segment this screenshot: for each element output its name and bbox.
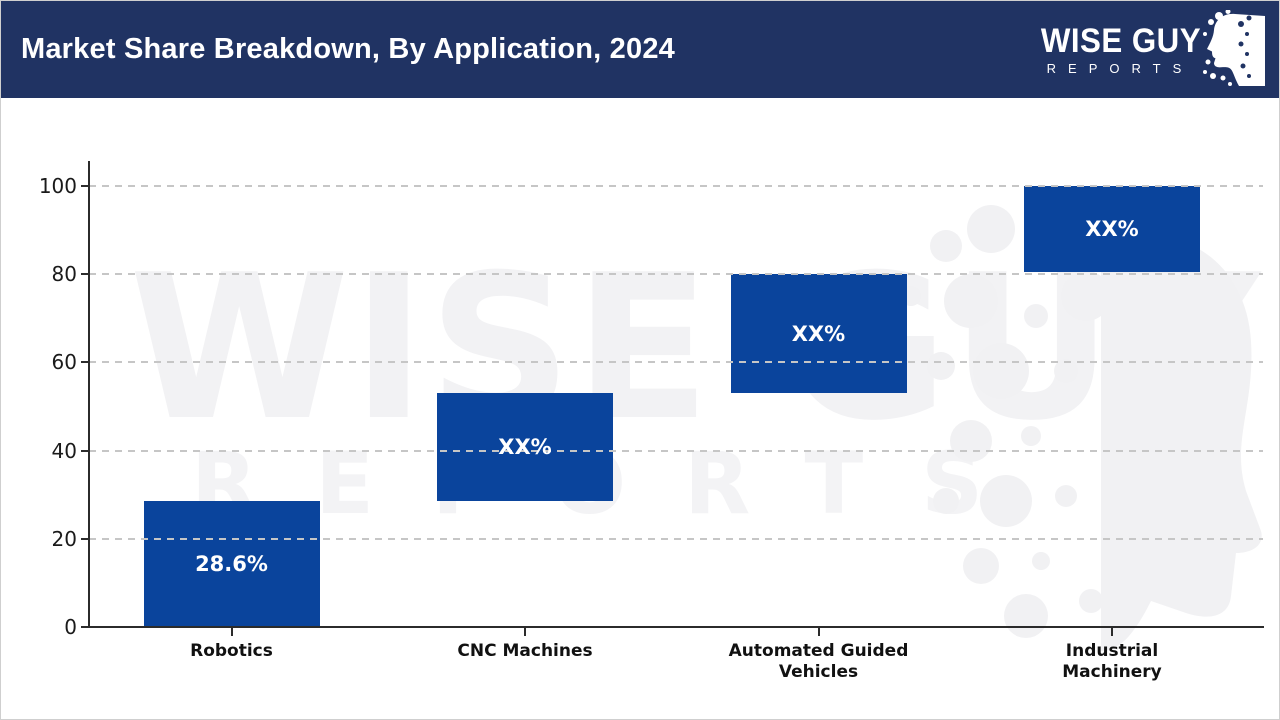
x-label-industrial-machinery: Industrial Machinery [1062,641,1162,682]
x-tick-mark-cnc-machines [524,628,526,636]
grid-line-40 [89,449,1263,452]
bar-industrial-machinery [1024,186,1200,272]
y-tick-label-100: 100 [38,174,77,198]
header: Market Share Breakdown, By Application, … [1,1,1279,98]
page-title: Market Share Breakdown, By Application, … [21,33,675,65]
y-axis-line [88,161,90,628]
x-label-robotics: Robotics [190,641,273,661]
x-tick-mark-automated-guided-vehicles [817,628,820,636]
logo-subtitle: REPORTS [1046,60,1194,76]
y-tick-mark-100 [81,185,89,187]
logo-text: WISE GUY REPORTS [1027,24,1201,76]
x-label-cnc-machines: CNC Machines [457,641,593,661]
grid-line-60 [89,361,1263,364]
bar-cnc-machines [437,393,613,501]
y-tick-mark-0 [81,626,89,628]
head-silhouette-icon [1203,9,1265,86]
y-tick-label-60: 60 [51,350,77,375]
bar-automated-guided-vehicles [730,274,907,394]
y-tick-mark-20 [81,537,89,540]
logo-wordmark: WISE GUY [1040,21,1201,60]
grid-line-20 [89,537,1263,540]
y-tick-mark-40 [81,449,89,452]
bar-value-label-industrial-machinery: XX% [1085,216,1139,241]
y-tick-label-80: 80 [51,262,77,287]
y-tick-label-40: 40 [51,438,77,463]
wise-guy-logo: WISE GUY REPORTS [1027,9,1265,90]
bar-value-label-cnc-machines: XX% [498,435,552,460]
x-axis-line [88,626,1264,628]
grid-line-80 [89,273,1263,276]
bar-value-label-automated-guided-vehicles: XX% [791,321,846,346]
grid-line-100 [89,185,1263,187]
x-tick-mark-robotics [230,628,233,636]
y-tick-mark-80 [81,273,89,276]
y-tick-label-20: 20 [51,526,77,551]
bar-robotics [143,500,320,627]
x-tick-mark-industrial-machinery [1111,628,1113,636]
y-tick-label-0: 0 [64,615,77,639]
y-tick-mark-60 [81,361,89,364]
bar-value-label-robotics: 28.6% [195,551,268,576]
x-label-automated-guided-vehicles: Automated Guided Vehicles [728,641,909,682]
